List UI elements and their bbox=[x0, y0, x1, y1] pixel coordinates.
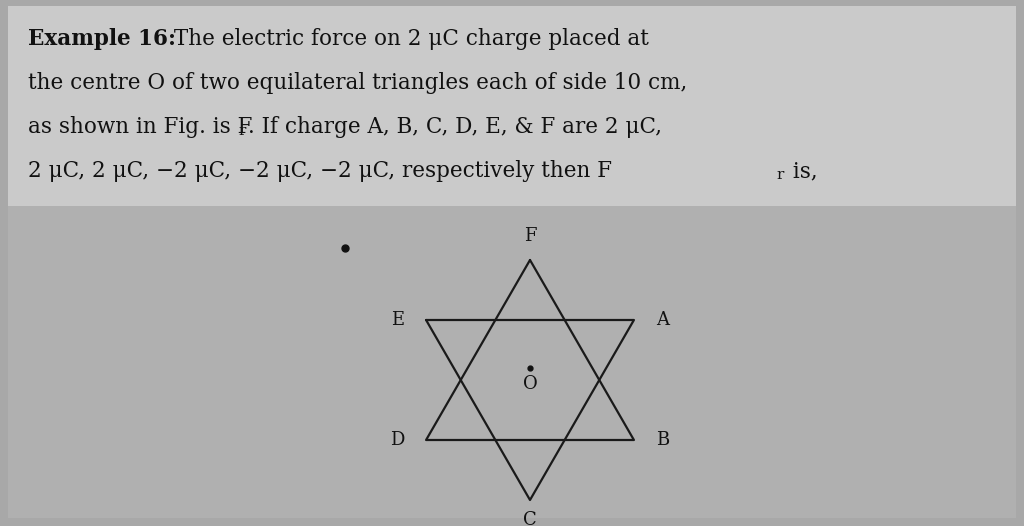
Text: r: r bbox=[238, 124, 246, 138]
Text: Example 16:: Example 16: bbox=[28, 28, 176, 50]
Text: B: B bbox=[656, 431, 669, 449]
Text: 2 μC, 2 μC, −2 μC, −2 μC, −2 μC, respectively then F: 2 μC, 2 μC, −2 μC, −2 μC, −2 μC, respect… bbox=[28, 160, 612, 182]
Text: C: C bbox=[523, 511, 537, 526]
Text: F: F bbox=[523, 227, 537, 245]
Text: as shown in Fig. is F: as shown in Fig. is F bbox=[28, 116, 252, 138]
Text: E: E bbox=[391, 311, 404, 329]
Text: r: r bbox=[776, 168, 783, 182]
FancyBboxPatch shape bbox=[8, 6, 1016, 206]
Text: the centre O of two equilateral triangles each of side 10 cm,: the centre O of two equilateral triangle… bbox=[28, 72, 687, 94]
Text: A: A bbox=[656, 311, 669, 329]
Text: is,: is, bbox=[786, 160, 817, 182]
Text: . If charge A, B, C, D, E, & F are 2 μC,: . If charge A, B, C, D, E, & F are 2 μC, bbox=[248, 116, 662, 138]
Text: The electric force on 2 μC charge placed at: The electric force on 2 μC charge placed… bbox=[167, 28, 649, 50]
Text: O: O bbox=[522, 375, 538, 393]
Text: D: D bbox=[390, 431, 404, 449]
FancyBboxPatch shape bbox=[8, 206, 1016, 518]
